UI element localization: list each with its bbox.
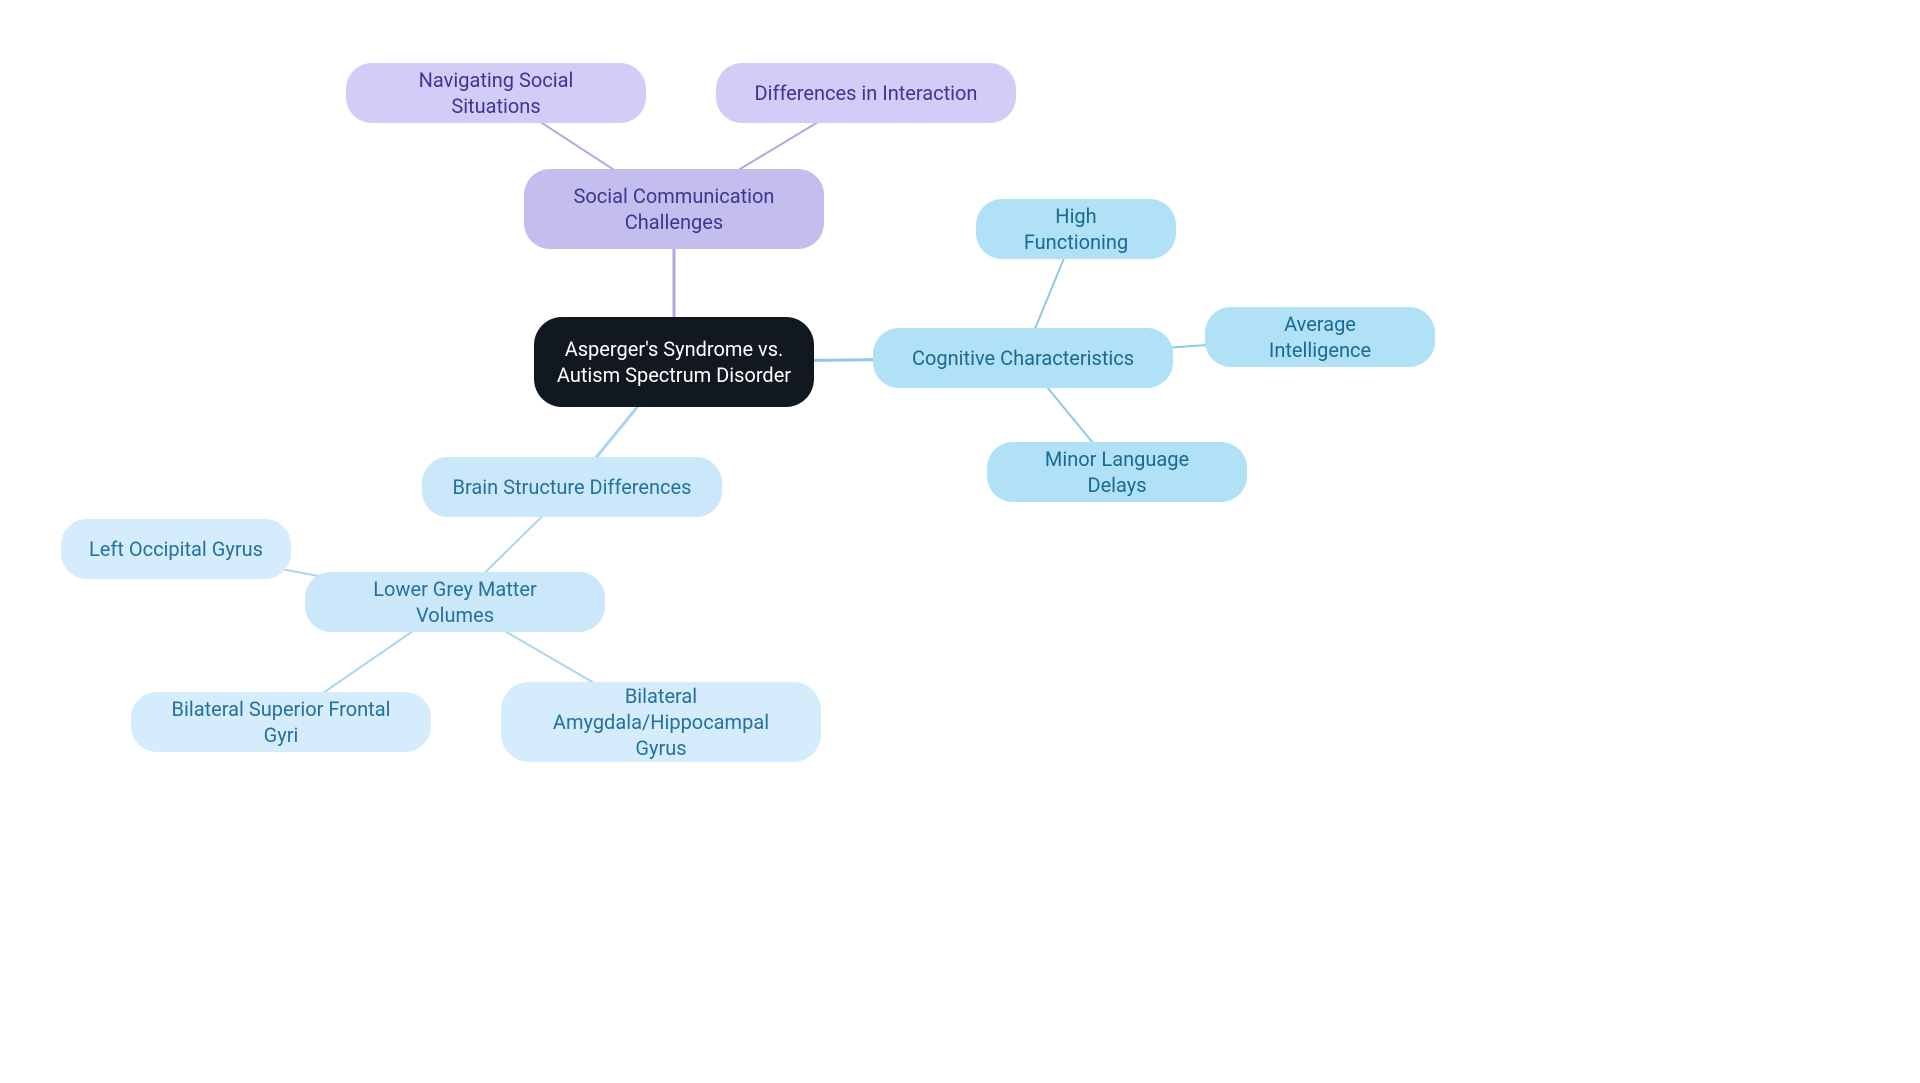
- diff-node: Differences in Interaction: [716, 63, 1016, 123]
- root-node: Asperger's Syndrome vs. Autism Spectrum …: [534, 317, 814, 407]
- grey-node: Lower Grey Matter Volumes: [305, 572, 605, 632]
- cognitive-node: Cognitive Characteristics: [873, 328, 1173, 388]
- social-node: Social Communication Challenges: [524, 169, 824, 249]
- nav-node: Navigating Social Situations: [346, 63, 646, 123]
- minor-node: Minor Language Delays: [987, 442, 1247, 502]
- high-node: High Functioning: [976, 199, 1176, 259]
- amyg-node: Bilateral Amygdala/Hippocampal Gyrus: [501, 682, 821, 762]
- brain-node: Brain Structure Differences: [422, 457, 722, 517]
- occ-node: Left Occipital Gyrus: [61, 519, 291, 579]
- avg-node: Average Intelligence: [1205, 307, 1435, 367]
- frontal-node: Bilateral Superior Frontal Gyri: [131, 692, 431, 752]
